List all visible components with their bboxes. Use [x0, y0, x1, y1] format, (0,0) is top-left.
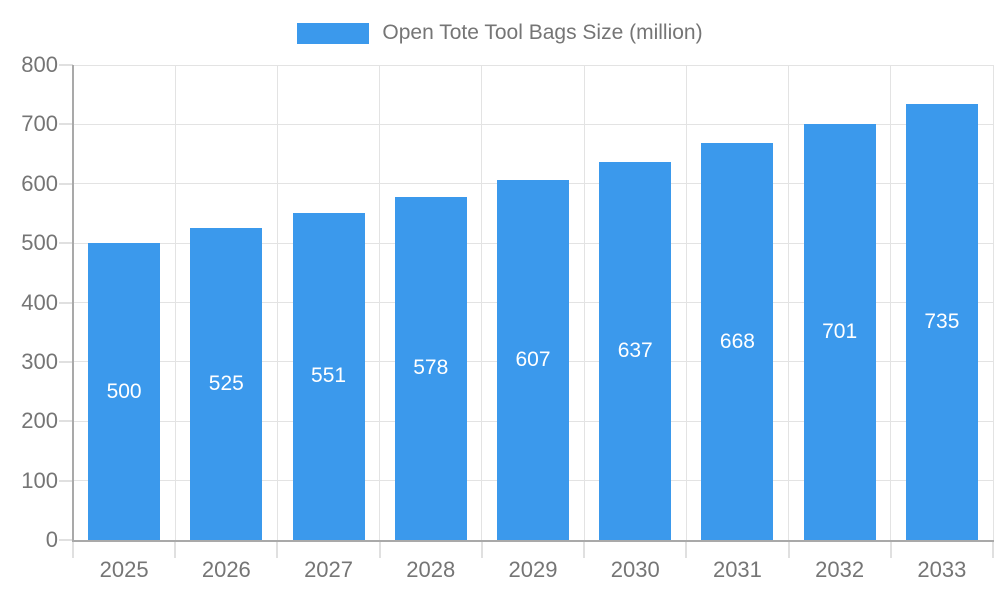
bar-value-label: 578	[413, 356, 449, 380]
x-axis-tick	[583, 542, 586, 558]
v-gridline	[481, 65, 483, 540]
v-gridline	[583, 65, 585, 540]
x-axis-tick	[787, 542, 790, 558]
y-axis-tick	[59, 479, 73, 482]
x-axis-label: 2032	[815, 557, 865, 582]
bar-value-label: 500	[106, 379, 142, 403]
bar-2030[interactable]	[599, 161, 672, 540]
x-axis-tick	[480, 542, 483, 558]
x-axis-label: 2030	[610, 557, 660, 582]
bar-value-label: 607	[515, 347, 551, 371]
bar-value-label: 735	[924, 309, 960, 333]
bar-value-label: 637	[617, 338, 653, 362]
y-axis-label: 0	[45, 527, 58, 552]
x-axis-line	[72, 540, 994, 542]
x-axis-tick	[378, 542, 381, 558]
y-axis-tick	[59, 539, 73, 541]
y-axis-label: 300	[21, 348, 58, 374]
y-axis-label: 400	[21, 289, 58, 315]
legend[interactable]: Open Tote Tool Bags Size (million)	[0, 21, 1000, 45]
v-gridline	[379, 65, 381, 540]
v-gridline	[992, 65, 994, 540]
x-axis-label: 2025	[99, 557, 149, 582]
bar-2025[interactable]	[88, 243, 161, 540]
x-axis-label: 2031	[712, 557, 762, 582]
y-axis-tick	[59, 360, 73, 363]
bar-2027[interactable]	[292, 212, 365, 540]
bar-2032[interactable]	[803, 123, 876, 540]
x-axis-tick	[174, 542, 177, 558]
h-gridline	[73, 64, 993, 66]
y-axis-label: 100	[21, 467, 58, 493]
h-gridline	[73, 123, 993, 125]
x-axis-tick	[276, 542, 279, 558]
bar-value-label: 701	[822, 319, 858, 343]
y-axis-tick	[59, 301, 73, 304]
bar-value-label: 668	[719, 329, 755, 353]
bar-2026[interactable]	[190, 228, 263, 540]
y-axis-label: 500	[21, 230, 58, 256]
y-axis-tick	[59, 182, 73, 185]
x-axis-tick	[889, 542, 892, 558]
bar-value-label: 551	[311, 364, 347, 388]
v-gridline	[276, 65, 278, 540]
v-gridline	[788, 65, 790, 540]
y-axis-label: 800	[21, 52, 58, 77]
y-axis-tick	[59, 64, 73, 66]
bar-value-label: 525	[208, 372, 244, 396]
legend-label: Open Tote Tool Bags Size (million)	[382, 21, 703, 44]
v-gridline	[174, 65, 176, 540]
x-axis-tick	[992, 542, 994, 558]
legend-swatch	[297, 22, 370, 44]
v-gridline	[685, 65, 687, 540]
x-axis-label: 2028	[406, 557, 456, 582]
bar-2033[interactable]	[905, 103, 978, 540]
y-axis-label: 200	[21, 408, 58, 434]
x-axis-label: 2026	[201, 557, 251, 582]
bar-2031[interactable]	[701, 143, 774, 540]
y-axis-label: 600	[21, 170, 58, 196]
x-axis-tick	[685, 542, 688, 558]
y-axis-line	[72, 65, 74, 542]
bar-2028[interactable]	[394, 196, 467, 540]
y-axis-tick	[59, 420, 73, 423]
x-axis-label: 2029	[508, 557, 558, 582]
x-axis-tick	[72, 542, 74, 558]
x-axis-label: 2027	[304, 557, 354, 582]
y-axis-tick	[59, 123, 73, 126]
v-gridline	[890, 65, 892, 540]
y-axis-label: 700	[21, 111, 58, 137]
y-axis-tick	[59, 242, 73, 245]
bar-2029[interactable]	[497, 179, 569, 540]
x-axis-label: 2033	[917, 557, 967, 582]
